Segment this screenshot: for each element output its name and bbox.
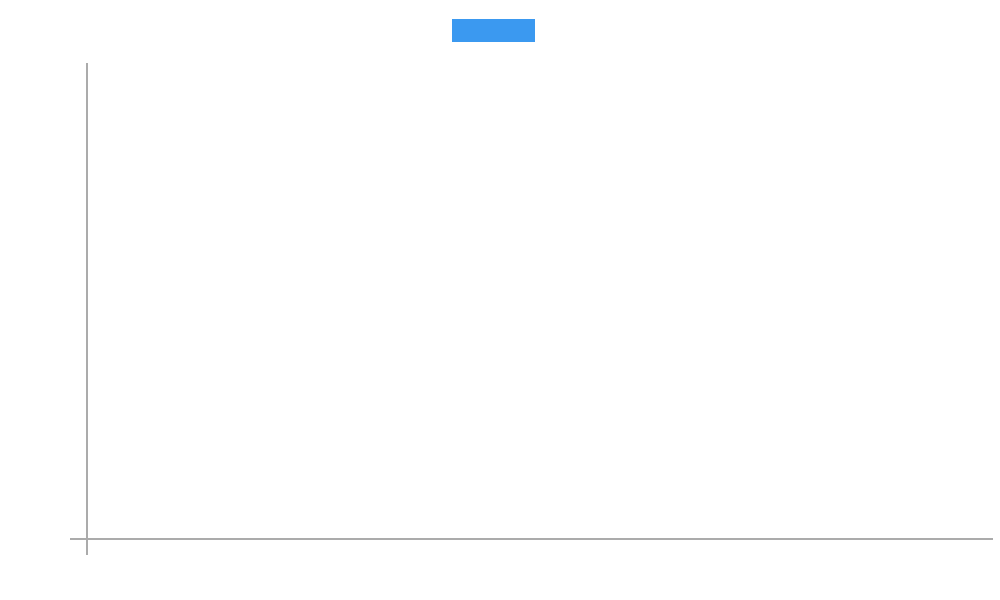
plot-area xyxy=(87,64,993,540)
x-axis-line xyxy=(70,538,993,540)
y-axis-line xyxy=(86,63,88,555)
legend-swatch xyxy=(452,18,535,42)
legend xyxy=(0,17,1000,43)
